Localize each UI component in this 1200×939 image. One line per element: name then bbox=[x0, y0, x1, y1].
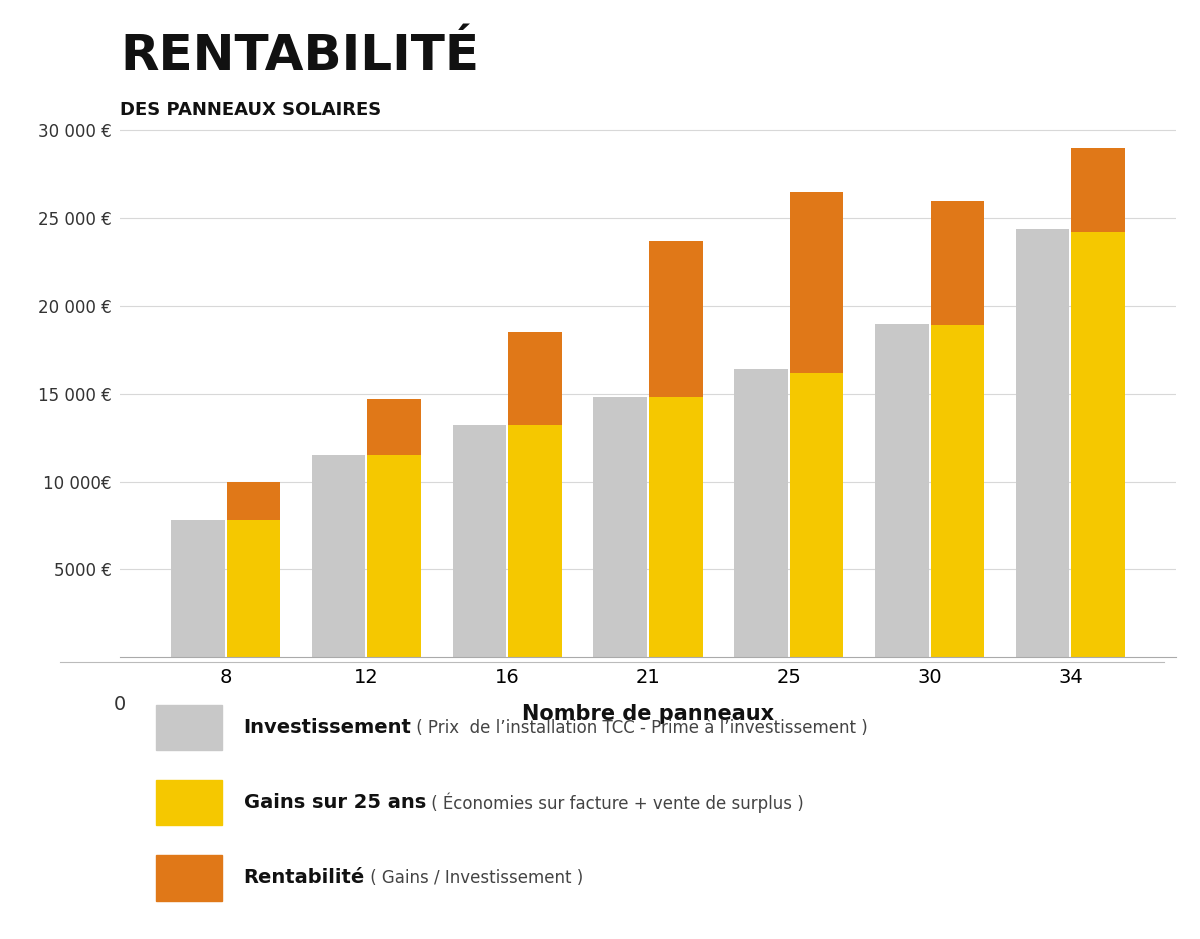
Bar bbox=[790, 373, 844, 657]
Text: ( Gains / Investissement ): ( Gains / Investissement ) bbox=[365, 869, 583, 887]
Bar bbox=[931, 325, 984, 657]
Bar bbox=[312, 455, 365, 657]
Text: Investissement: Investissement bbox=[244, 718, 412, 737]
Bar bbox=[790, 192, 844, 373]
Bar bbox=[227, 482, 280, 520]
Text: Gains sur 25 ans: Gains sur 25 ans bbox=[244, 793, 426, 812]
Text: 0: 0 bbox=[114, 696, 126, 715]
Bar bbox=[227, 520, 280, 657]
Text: RENTABILITÉ: RENTABILITÉ bbox=[120, 32, 479, 80]
Bar bbox=[509, 332, 562, 425]
Bar bbox=[931, 201, 984, 325]
Text: Rentabilité: Rentabilité bbox=[244, 869, 365, 887]
X-axis label: Nombre de panneaux: Nombre de panneaux bbox=[522, 704, 774, 724]
Bar bbox=[509, 425, 562, 657]
Bar bbox=[594, 397, 647, 657]
Bar bbox=[1072, 147, 1124, 232]
Bar bbox=[649, 241, 702, 397]
Bar bbox=[1016, 228, 1069, 657]
Text: ( Prix  de l’installation TCC - Prime à l’investissement ): ( Prix de l’installation TCC - Prime à l… bbox=[412, 718, 869, 737]
Bar bbox=[734, 369, 787, 657]
Bar bbox=[649, 397, 702, 657]
Bar bbox=[1072, 232, 1124, 657]
Bar bbox=[875, 324, 929, 657]
Bar bbox=[172, 520, 224, 657]
Text: DES PANNEAUX SOLAIRES: DES PANNEAUX SOLAIRES bbox=[120, 101, 382, 119]
Bar bbox=[367, 399, 421, 455]
Text: ( Économies sur facture + vente de surplus ): ( Économies sur facture + vente de surpl… bbox=[426, 793, 804, 813]
Bar bbox=[367, 455, 421, 657]
Bar bbox=[452, 425, 506, 657]
